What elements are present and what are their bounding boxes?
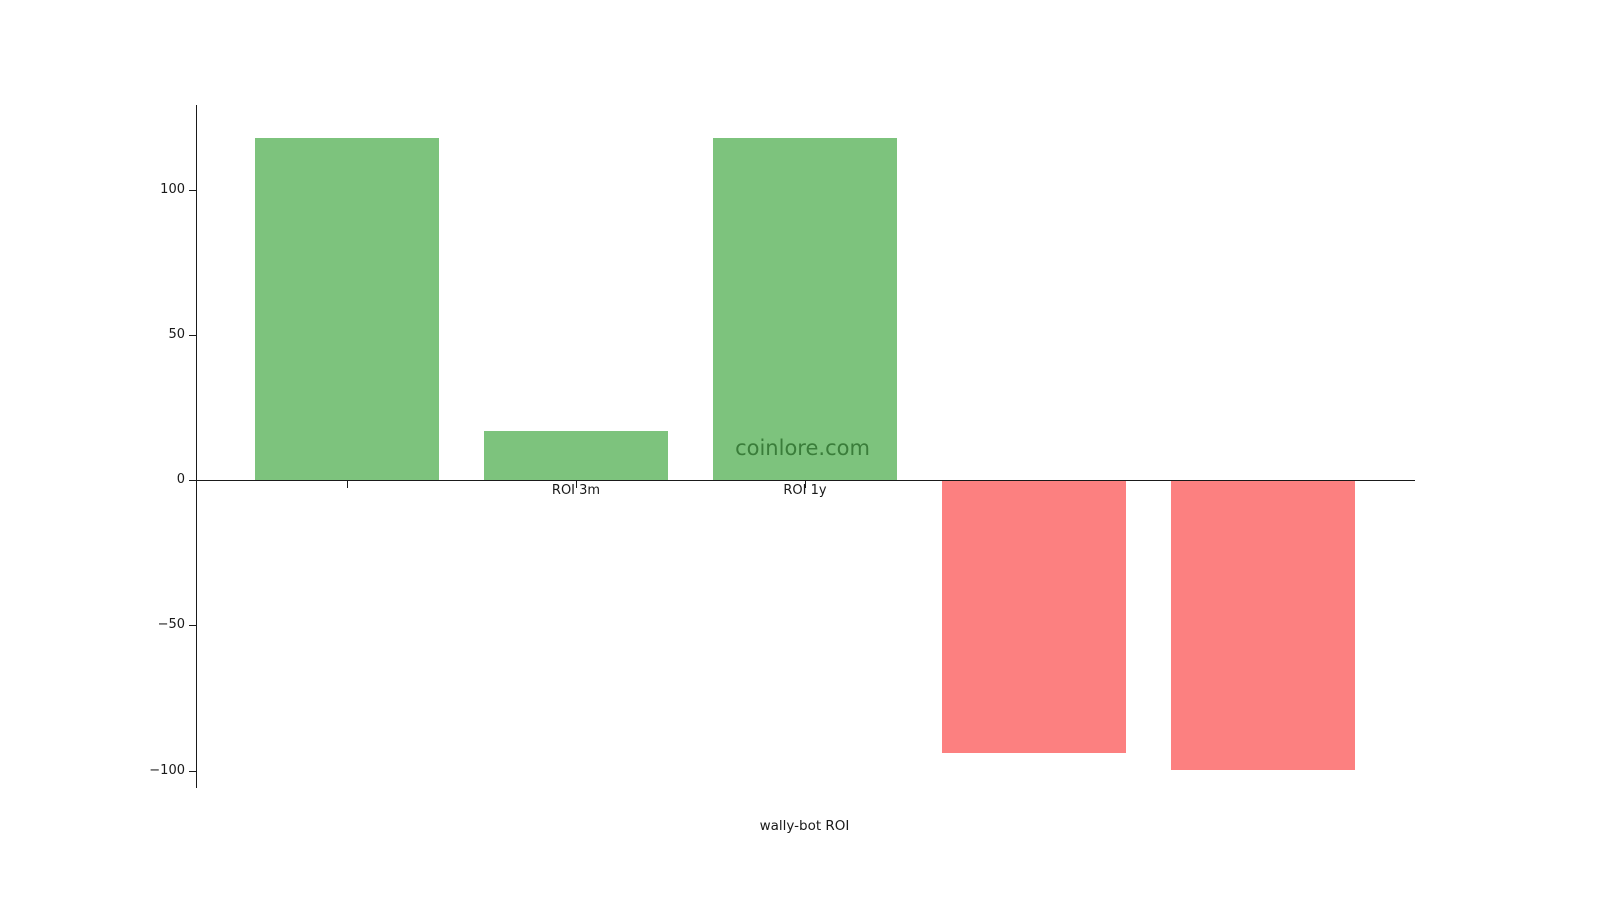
bar-unlabeled-1: [255, 137, 439, 480]
x-tick-mark: [805, 481, 806, 488]
y-tick-mark: [189, 480, 196, 481]
y-tick-mark: [189, 189, 196, 191]
bar-ROI 3m: [484, 430, 668, 480]
y-tick-mark: [189, 625, 196, 627]
y-tick-label: 100: [160, 181, 185, 197]
y-tick-mark: [189, 770, 196, 772]
y-tick-label: −100: [149, 762, 185, 778]
x-tick-mark: [347, 481, 348, 488]
x-axis-title: wally-bot ROI: [759, 818, 850, 834]
bar-ROI 1y: [713, 137, 897, 480]
bar-unlabeled-5: [1171, 481, 1355, 770]
x-tick-mark: [576, 481, 577, 488]
y-tick-label: 50: [168, 326, 185, 342]
watermark: coinlore.com: [735, 436, 870, 460]
y-tick-mark: [189, 334, 196, 336]
x-tick-label: ROI 1y: [783, 483, 827, 498]
y-tick-label: −50: [157, 617, 185, 633]
y-tick-label: 0: [176, 472, 185, 487]
x-axis-zero-line: [196, 480, 1415, 481]
bar-unlabeled-4: [942, 481, 1126, 753]
y-axis-spine: [196, 105, 197, 788]
x-tick-label: ROI 3m: [551, 483, 601, 498]
